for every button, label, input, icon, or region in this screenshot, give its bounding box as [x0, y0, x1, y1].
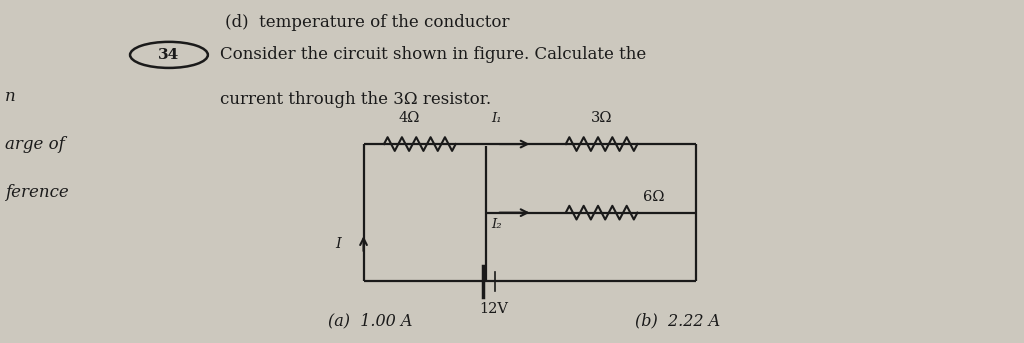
Text: Consider the circuit shown in figure. Calculate the: Consider the circuit shown in figure. Ca…	[220, 46, 646, 63]
Text: ference: ference	[5, 184, 69, 201]
Text: (a)  1.00 A: (a) 1.00 A	[328, 312, 412, 329]
Text: I: I	[335, 237, 341, 250]
Text: 6Ω: 6Ω	[643, 190, 664, 204]
Text: 12V: 12V	[479, 302, 509, 316]
Text: I₂: I₂	[492, 218, 502, 231]
Text: (d)  temperature of the conductor: (d) temperature of the conductor	[225, 14, 510, 31]
Text: arge of: arge of	[5, 135, 65, 153]
Text: 34: 34	[159, 48, 179, 62]
Text: I₁: I₁	[492, 112, 502, 125]
Text: 4Ω: 4Ω	[399, 111, 420, 125]
Text: 3Ω: 3Ω	[591, 111, 612, 125]
Text: (b)  2.22 A: (b) 2.22 A	[635, 312, 720, 329]
Text: current through the 3Ω resistor.: current through the 3Ω resistor.	[220, 91, 492, 108]
Text: n: n	[5, 87, 15, 105]
